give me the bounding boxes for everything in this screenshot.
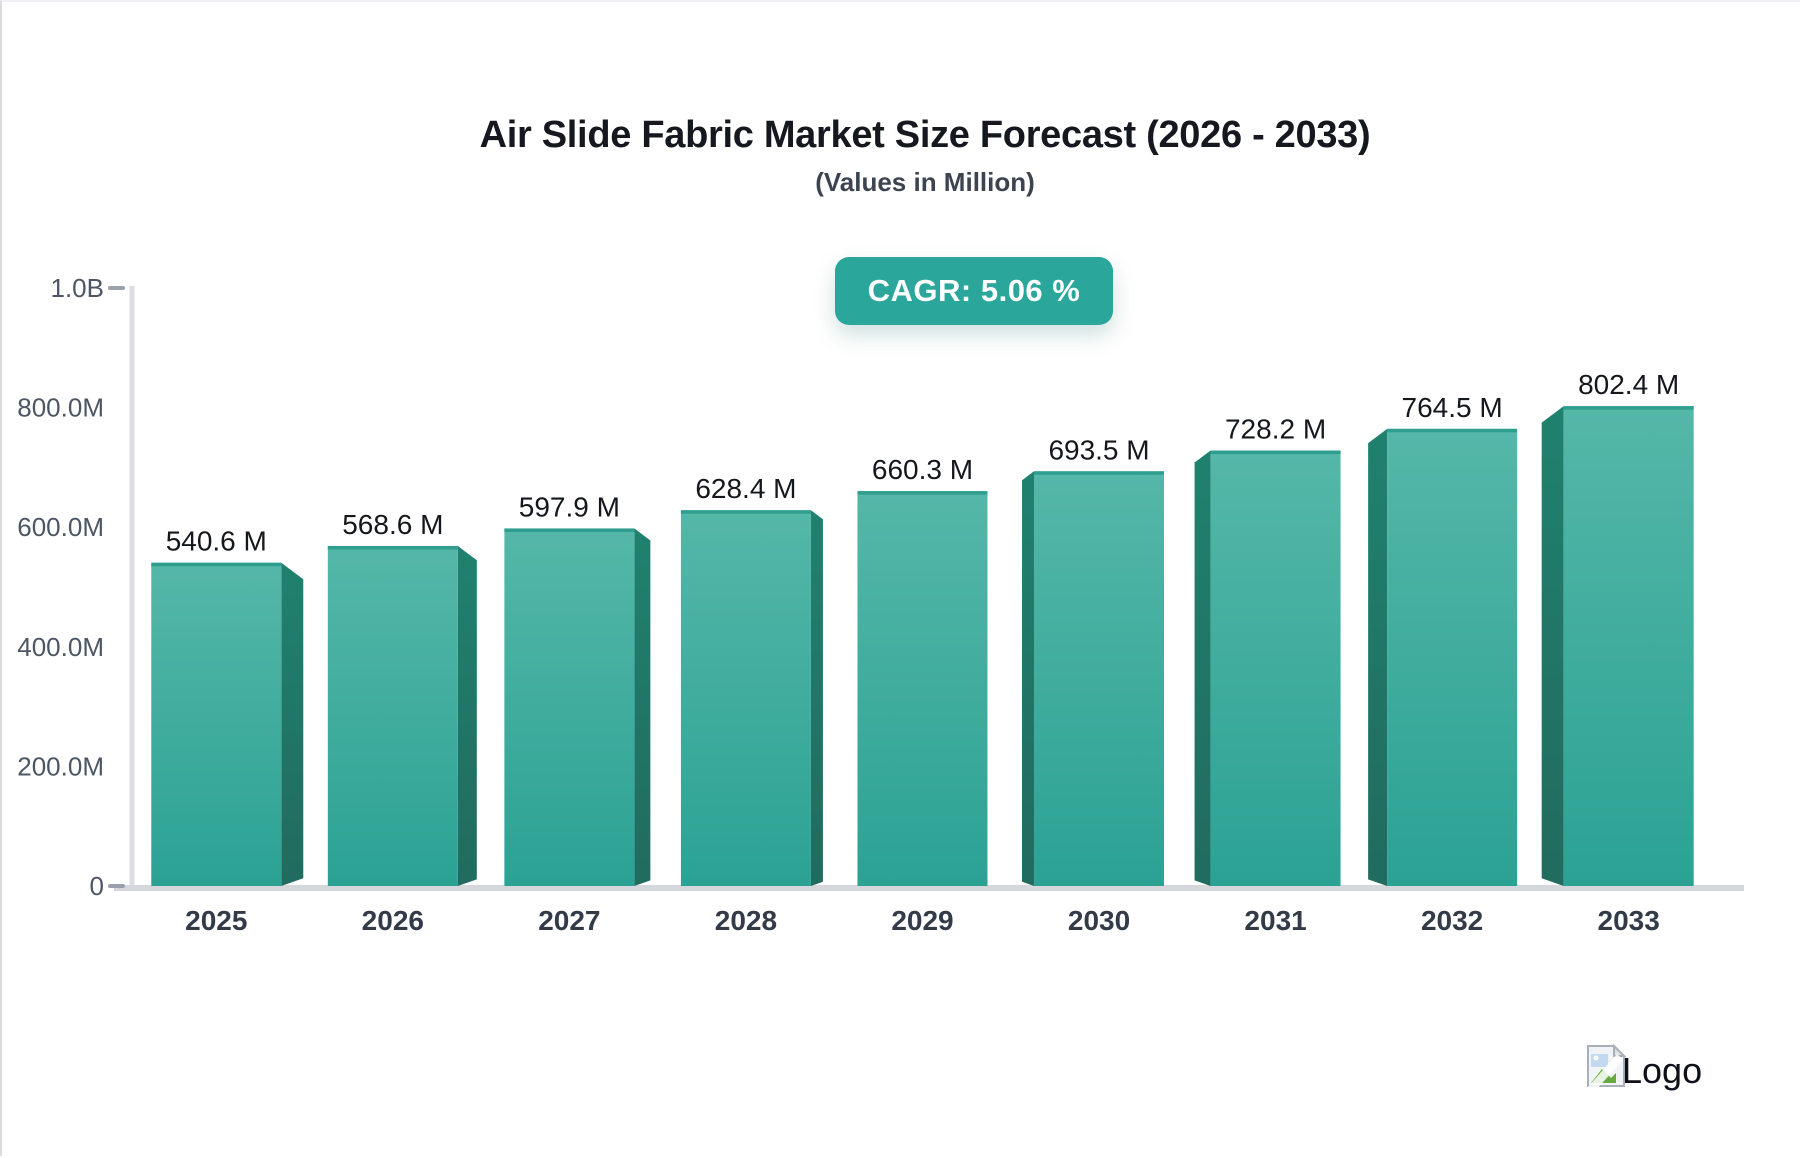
y-axis-label: 0 xyxy=(90,871,104,901)
chart-title: Air Slide Fabric Market Size Forecast (2… xyxy=(479,114,1371,156)
x-axis-label-2025: 2025 xyxy=(185,905,247,936)
x-axis-label-2028: 2028 xyxy=(715,905,777,936)
x-axis-label-2033: 2033 xyxy=(1598,905,1660,936)
x-axis-label-2030: 2030 xyxy=(1068,905,1130,936)
bar-value-label: 764.5 M xyxy=(1402,392,1503,423)
x-axis-line xyxy=(114,885,1744,891)
bar-top-edge xyxy=(1563,406,1694,410)
bar-front-face[interactable] xyxy=(1387,428,1518,886)
bar-group-2025[interactable]: 540.6 M 2025 xyxy=(151,526,304,936)
y-axis-label: 200.0M xyxy=(17,751,104,781)
bar-front-face[interactable] xyxy=(1563,406,1694,886)
bar-front-face[interactable] xyxy=(327,545,458,886)
y-axis-label: 400.0M xyxy=(17,632,104,662)
bar-top-edge xyxy=(151,562,282,567)
bar-value-label: 628.4 M xyxy=(695,473,796,504)
bar-side-face[interactable] xyxy=(1541,406,1564,886)
bar-value-label: 728.2 M xyxy=(1225,414,1326,445)
x-axis-label-2027: 2027 xyxy=(538,905,600,936)
bar-value-label: 540.6 M xyxy=(166,526,267,557)
y-axis-line xyxy=(129,286,135,891)
x-axis-label-2026: 2026 xyxy=(362,905,424,936)
bar-front-face[interactable] xyxy=(1210,450,1341,886)
x-axis-label-2032: 2032 xyxy=(1421,905,1483,936)
bar-side-face[interactable] xyxy=(1194,450,1211,886)
y-axis-label: 600.0M xyxy=(17,512,104,542)
bar-front-face[interactable] xyxy=(680,510,811,886)
bar-group-2026[interactable]: 568.6 M 2026 xyxy=(327,509,477,936)
broken-image-icon xyxy=(1587,1043,1627,1091)
bar-group-2033[interactable]: 802.4 M 2033 xyxy=(1541,369,1694,936)
bar-front-face[interactable] xyxy=(504,528,635,886)
bar-side-face[interactable] xyxy=(457,545,477,886)
y-axis-tick xyxy=(108,286,125,290)
bar-top-edge xyxy=(327,545,458,550)
logo-text: Logo xyxy=(1622,1049,1703,1091)
y-axis-label: 800.0M xyxy=(17,393,104,423)
bar-side-face[interactable] xyxy=(281,562,304,886)
bar-group-2027[interactable]: 597.9 M 2027 xyxy=(504,491,651,936)
bar-top-edge xyxy=(680,510,811,514)
bar-front-face[interactable] xyxy=(151,562,282,886)
bar-top-edge xyxy=(1034,471,1165,475)
bar-value-label: 660.3 M xyxy=(872,454,973,485)
chart-subtitle: (Values in Million) xyxy=(815,167,1035,197)
logo: Logo xyxy=(1583,1040,1702,1092)
bar-side-face[interactable] xyxy=(634,528,651,886)
bar-value-label: 597.9 M xyxy=(519,491,620,522)
bar-top-edge xyxy=(857,491,988,495)
bar-value-label: 693.5 M xyxy=(1048,434,1149,465)
bar-top-edge xyxy=(1210,450,1341,455)
bar-front-face[interactable] xyxy=(857,491,988,886)
y-axis-label: 1.0B xyxy=(51,273,105,303)
bar-group-2030[interactable]: 693.5 M 2030 xyxy=(1022,434,1165,936)
x-axis-label-2031: 2031 xyxy=(1244,905,1306,936)
bar-top-edge xyxy=(504,528,635,532)
bar-group-2029[interactable]: 660.3 M 2029 xyxy=(857,454,988,936)
x-axis-label-2029: 2029 xyxy=(891,905,953,936)
bar-top-edge xyxy=(1387,428,1518,433)
bar-side-face[interactable] xyxy=(1022,471,1035,886)
bar-value-label: 568.6 M xyxy=(342,509,443,540)
y-axis-tick xyxy=(108,884,125,888)
bar-value-label: 802.4 M xyxy=(1578,369,1679,400)
cagr-badge: CAGR: 5.06 % xyxy=(835,257,1113,325)
bar-group-2031[interactable]: 728.2 M 2031 xyxy=(1194,414,1341,936)
bar-front-face[interactable] xyxy=(1034,471,1165,886)
bar-group-2032[interactable]: 764.5 M 2032 xyxy=(1368,392,1518,936)
bar-side-face[interactable] xyxy=(810,510,823,886)
bar-group-2028[interactable]: 628.4 M 2028 xyxy=(680,473,823,936)
bar-side-face[interactable] xyxy=(1368,428,1388,886)
